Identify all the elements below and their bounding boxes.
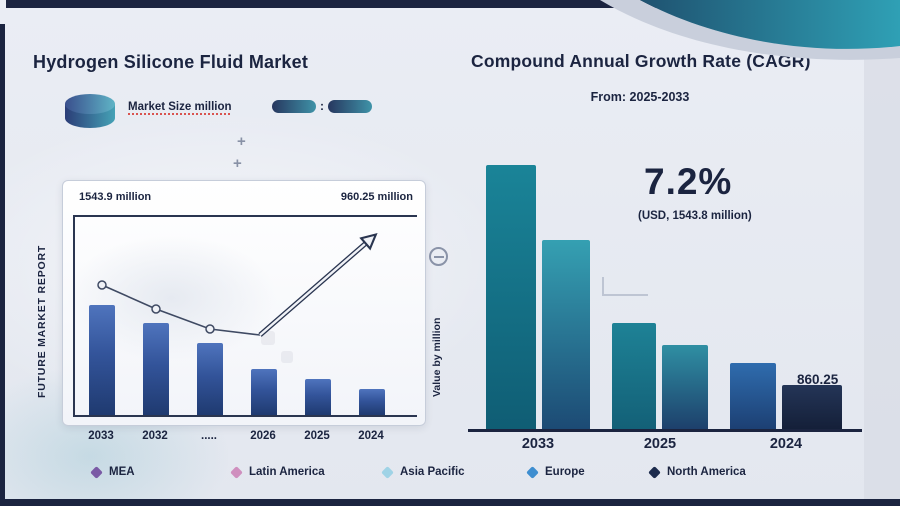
market-bar — [305, 379, 331, 415]
legend-diamond-icon — [90, 465, 103, 479]
market-x-labels: 2033 2032..... 2026 2025 2024 — [62, 430, 424, 442]
cagr-bar — [782, 385, 842, 430]
trend-marker-dot — [97, 280, 107, 290]
cagr-x-label: 2024 — [769, 436, 803, 452]
market-x-label: 2024 — [358, 430, 384, 442]
cagr-bar-group — [730, 363, 842, 430]
market-bar — [197, 343, 223, 415]
cagr-x-axis — [468, 429, 862, 432]
market-bar — [89, 305, 115, 415]
cagr-bar — [662, 345, 708, 430]
circle-minus-icon — [429, 247, 448, 266]
legend-label: MEA — [109, 466, 135, 478]
legend-label: Latin America — [249, 466, 325, 478]
trend-marker-dot — [151, 304, 161, 314]
frame-left-bar — [0, 24, 5, 506]
gradient-pill — [272, 100, 316, 113]
trend-line — [101, 284, 261, 336]
legend-diamond-icon — [381, 465, 394, 479]
market-x-label: 2025 — [304, 430, 330, 442]
cagr-bars — [486, 160, 842, 430]
cagr-bar — [542, 240, 590, 430]
legend-diamond-icon — [230, 465, 243, 479]
value-annotation-left: 1543.9 million — [79, 191, 152, 203]
page-title: Hydrogen Silicone Fluid Market — [33, 52, 309, 72]
value-annotation-right: 960.25 million — [340, 191, 413, 203]
market-x-label: ..... — [201, 430, 217, 442]
right-edge-band — [864, 6, 900, 500]
cagr-bar — [730, 363, 776, 430]
cagr-bar-group — [612, 323, 708, 430]
cagr-usd-note: (USD, 1543.8 million) — [638, 210, 752, 222]
gradient-pill-group: : — [272, 100, 372, 113]
region-legend: MEA Latin America Asia Pacific Europe North … — [0, 462, 900, 492]
legend-item-north-america: North America — [648, 465, 746, 479]
pill-separator: : — [320, 99, 324, 113]
cagr-title: Compound Annual Growth Rate (CAGR) — [471, 51, 811, 71]
swoosh-main — [640, 0, 900, 49]
ghost-square-decoration — [261, 331, 275, 345]
cagr-bar — [486, 165, 536, 430]
plus-decoration: + — [233, 155, 242, 172]
cagr-x-labels: 2033 2025 2024 — [486, 436, 842, 452]
market-size-legend-label: Market Size million — [128, 101, 232, 113]
chart-y-axis — [73, 215, 75, 417]
projection-arrow — [259, 237, 373, 336]
step-line-decoration — [602, 277, 648, 296]
cagr-bar — [612, 323, 656, 430]
cagr-x-label: 2025 — [643, 436, 677, 452]
gradient-pill — [328, 100, 372, 113]
teal-swoosh-decoration — [600, 0, 900, 60]
trend-line-overlay — [97, 181, 425, 337]
trend-marker-dot — [205, 324, 215, 334]
market-bar — [143, 323, 169, 415]
cagr-percentage: 7.2% — [644, 161, 733, 202]
legend-label: Europe — [545, 466, 585, 478]
legend-diamond-icon — [648, 465, 661, 479]
chart-x-axis — [73, 415, 417, 417]
market-x-label: 2026 — [250, 430, 276, 442]
market-size-chart: 1543.9 million 960.25 million — [62, 180, 426, 426]
market-x-label: 2033 — [88, 430, 114, 442]
cagr-bar-group — [486, 165, 590, 430]
legend-item-latin-america: Latin America — [230, 465, 325, 479]
chart-top-line — [73, 215, 417, 217]
cagr-x-label: 2033 — [521, 436, 555, 452]
market-x-label: 2032 — [142, 430, 168, 442]
plus-decoration: + — [237, 133, 246, 150]
value-annotation-2024: 860.25 — [797, 372, 839, 387]
value-axis-label: Value by million — [431, 317, 443, 397]
market-bar — [359, 389, 385, 415]
legend-item-asia-pacific: Asia Pacific — [381, 465, 465, 479]
legend-label: North America — [667, 466, 746, 478]
cagr-subtitle: From: 2025-2033 — [590, 90, 690, 104]
frame-top-bar — [6, 0, 658, 8]
frame-bottom-bar — [0, 499, 900, 506]
ghost-square-decoration — [281, 351, 293, 363]
market-bars — [89, 305, 385, 415]
future-market-report-label: FUTURE MARKET REPORT — [36, 244, 48, 398]
swoosh-shadow — [600, 0, 900, 60]
legend-item-europe: Europe — [526, 465, 585, 479]
cylinder-icon — [63, 92, 117, 137]
legend-item-mea: MEA — [90, 465, 135, 479]
legend-diamond-icon — [526, 465, 539, 479]
legend-label: Asia Pacific — [400, 466, 465, 478]
market-bar — [251, 369, 277, 415]
